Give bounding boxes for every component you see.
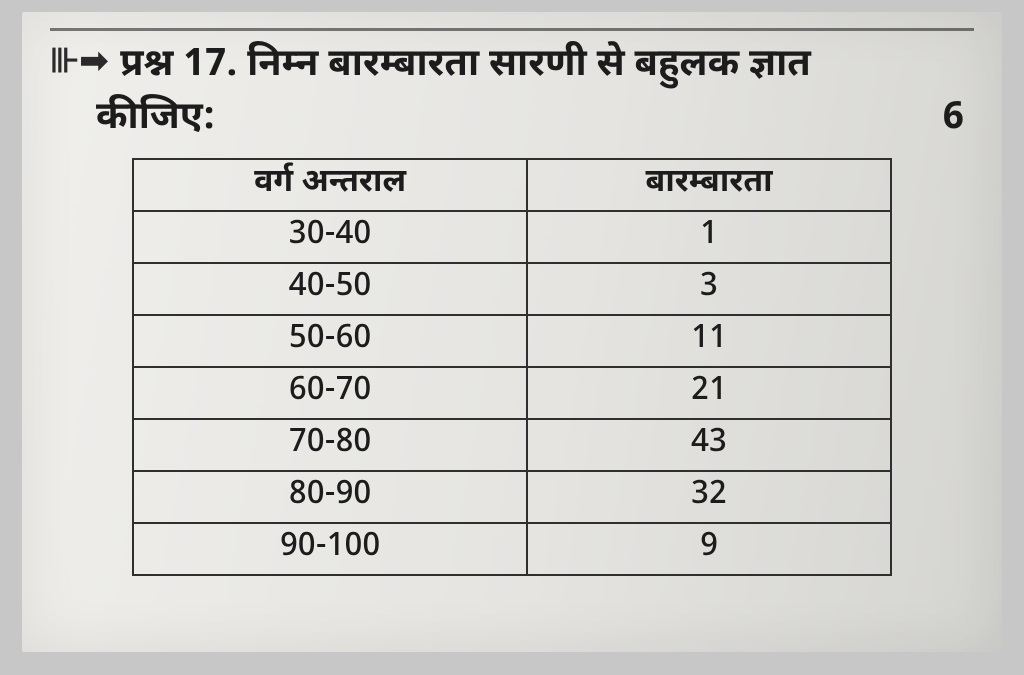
cell-interval: 70-80 [133,419,527,471]
col-header-interval: वर्ग अन्तराल [133,159,527,211]
table-row: 30-40 1 [133,211,891,263]
question-row2: कीजिए: 6 [50,94,974,145]
frequency-table-wrap: वर्ग अन्तराल बारम्बारता 30-40 1 40-50 3 … [50,158,974,576]
col-header-frequency: बारम्बारता [527,159,891,211]
question-block: ⊪➡ प्रश्न 17. निम्न बारम्बारता सारणी से … [50,41,974,92]
table-row: 80-90 32 [133,471,891,523]
cell-interval: 90-100 [133,523,527,575]
cell-frequency: 21 [527,367,891,419]
cell-frequency: 3 [527,263,891,315]
question-line-2: कीजिए: [96,94,215,145]
table-row: 40-50 3 [133,263,891,315]
table-row: 60-70 21 [133,367,891,419]
question-marks: 6 [942,94,964,144]
table-header-row: वर्ग अन्तराल बारम्बारता [133,159,891,211]
question-line-1: प्रश्न 17. निम्न बारम्बारता सारणी से बहु… [120,41,974,92]
table-row: 90-100 9 [133,523,891,575]
cell-interval: 30-40 [133,211,527,263]
cell-interval: 60-70 [133,367,527,419]
cell-interval: 50-60 [133,315,527,367]
table-row: 50-60 11 [133,315,891,367]
top-rule [50,28,974,31]
cell-frequency: 11 [527,315,891,367]
cell-frequency: 1 [527,211,891,263]
question-text: प्रश्न 17. निम्न बारम्बारता सारणी से बहु… [120,41,974,92]
cell-interval: 40-50 [133,263,527,315]
cell-interval: 80-90 [133,471,527,523]
table-row: 70-80 43 [133,419,891,471]
cell-frequency: 43 [527,419,891,471]
page-paper: ⊪➡ प्रश्न 17. निम्न बारम्बारता सारणी से … [22,12,1002,652]
cell-frequency: 32 [527,471,891,523]
frequency-table: वर्ग अन्तराल बारम्बारता 30-40 1 40-50 3 … [132,158,892,576]
pointer-icon: ⊪➡ [50,47,108,81]
cell-frequency: 9 [527,523,891,575]
